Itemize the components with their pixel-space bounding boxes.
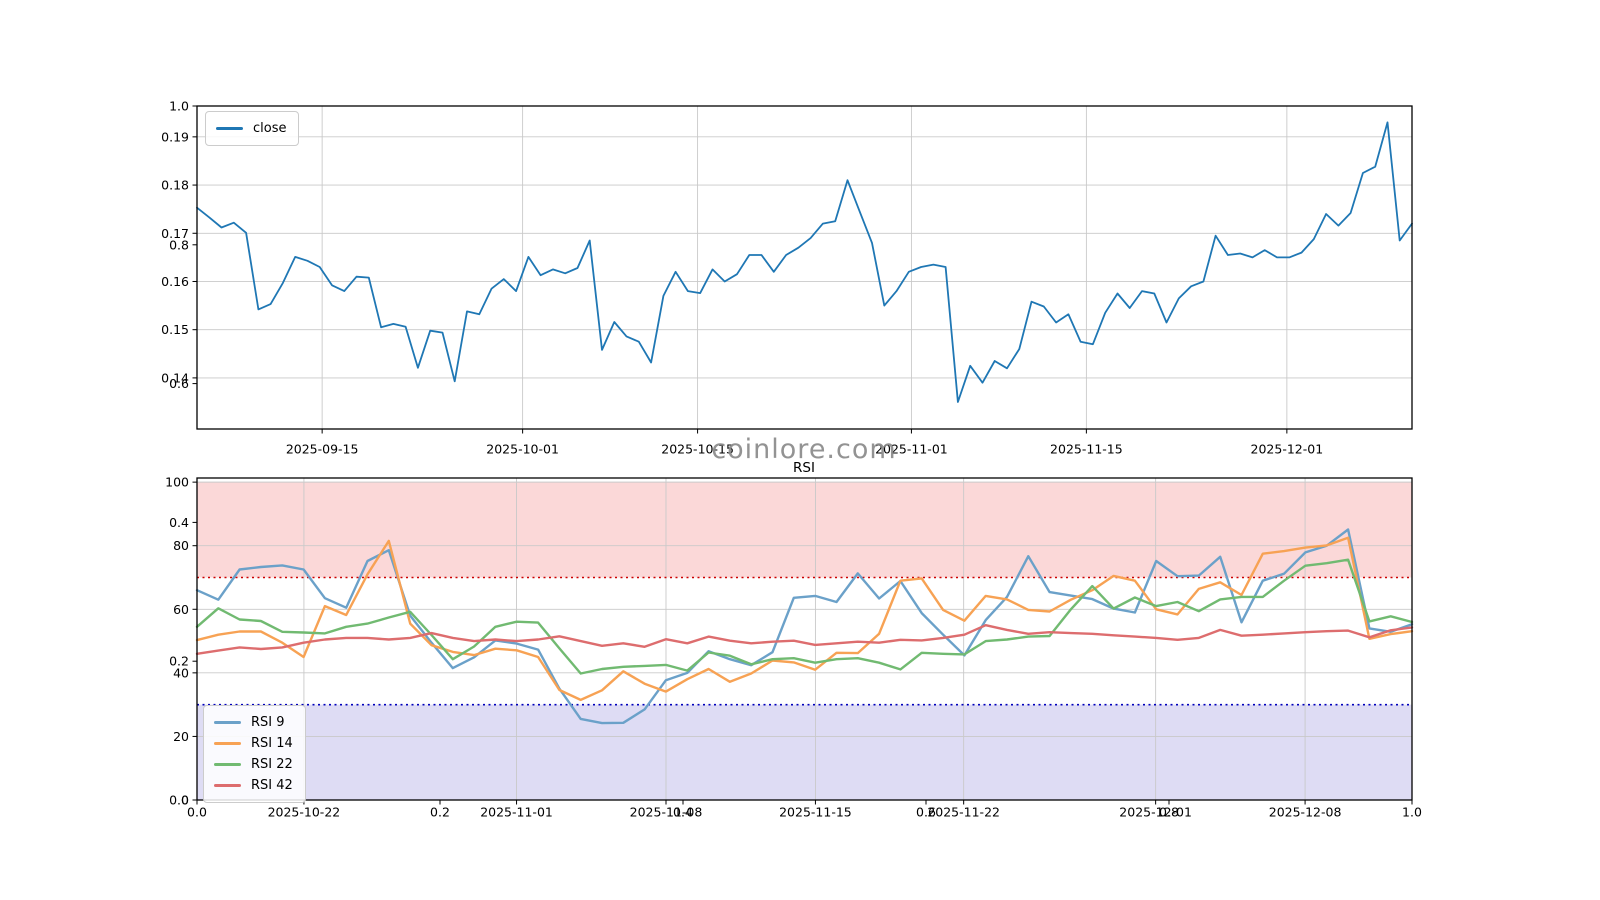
y-tick-label: 80	[173, 538, 189, 553]
x-tick-label: 2025-11-08	[630, 805, 703, 820]
x-tick-label: 2025-09-15	[286, 442, 359, 457]
overlay-y-tick-label: 0.2	[169, 654, 189, 669]
x-tick-label: 2025-10-15	[661, 442, 734, 457]
legend-label-rsi22: RSI 22	[251, 757, 293, 772]
band-oversold	[197, 704, 1412, 800]
rsi14-line-swatch	[214, 742, 241, 745]
legend-item-rsi22: RSI 22	[214, 754, 293, 775]
x-tick-label: 2025-10-01	[486, 442, 559, 457]
legend-label-rsi9: RSI 9	[251, 715, 285, 730]
x-tick-label: 2025-11-01	[875, 442, 948, 457]
y-tick-label: 20	[173, 729, 189, 744]
rsi42-line-swatch	[214, 784, 241, 787]
overlay-x-tick-label: 0.2	[430, 805, 450, 820]
band-overbought	[197, 482, 1412, 578]
y-tick-label: 100	[165, 475, 189, 490]
x-tick-label: 2025-12-01	[1251, 442, 1324, 457]
legend-item-rsi14: RSI 14	[214, 733, 293, 754]
overlay-y-tick-label: 0.0	[169, 793, 189, 808]
axes-frame	[196, 477, 1413, 801]
y-tick-label: 0.16	[161, 274, 189, 289]
rsi-legend: RSI 9 RSI 14 RSI 22 RSI 42	[203, 705, 306, 803]
x-tick-label: 2025-12-08	[1269, 805, 1342, 820]
y-tick-label: 0.17	[161, 226, 189, 241]
price-legend: close	[205, 111, 300, 146]
y-tick-label: 60	[173, 602, 189, 617]
x-tick-label: 2025-12-01	[1119, 805, 1192, 820]
legend-item-rsi42: RSI 42	[214, 775, 293, 796]
series-line-rsi-14	[195, 536, 1414, 702]
legend-label-rsi14: RSI 14	[251, 736, 293, 751]
overlay-x-tick-label: 0.0	[187, 805, 207, 820]
series-line-rsi-42	[195, 624, 1414, 655]
legend-label-close: close	[253, 121, 287, 136]
overlay-y-tick-label: 0.6	[169, 376, 189, 391]
rsi22-line-swatch	[214, 763, 241, 766]
overlay-y-tick-label: 1.0	[169, 99, 189, 114]
overlay-x-tick-label: 1.0	[1402, 805, 1422, 820]
rsi-chart-title: RSI	[793, 460, 815, 476]
y-tick-label: 0.14	[161, 370, 189, 385]
overlay-x-tick-label: 0.6	[916, 805, 936, 820]
y-tick-label: 0.15	[161, 322, 189, 337]
x-tick-label: 2025-11-01	[480, 805, 553, 820]
series-line-rsi-22	[195, 558, 1414, 675]
x-tick-label: 2025-10-22	[268, 805, 341, 820]
legend-item-close: close	[216, 118, 286, 139]
legend-label-rsi42: RSI 42	[251, 778, 293, 793]
y-tick-label: 0.18	[161, 178, 189, 193]
series-line-close	[196, 121, 1413, 403]
y-tick-label: 0	[181, 793, 189, 808]
close-line-swatch	[216, 127, 243, 130]
y-tick-label: 0.19	[161, 129, 189, 144]
overlay-y-tick-label: 0.4	[169, 515, 189, 530]
x-tick-label: 2025-11-15	[779, 805, 852, 820]
x-tick-label: 2025-11-15	[1050, 442, 1123, 457]
overlay-x-tick-label: 0.8	[1159, 805, 1179, 820]
axes-frame	[196, 105, 1413, 430]
y-tick-label: 40	[173, 665, 189, 680]
overlay-y-tick-label: 0.8	[169, 237, 189, 252]
legend-item-rsi9: RSI 9	[214, 712, 293, 733]
overlay-x-tick-label: 0.4	[673, 805, 693, 820]
x-tick-label: 2025-11-22	[927, 805, 1000, 820]
rsi9-line-swatch	[214, 721, 241, 724]
watermark: coinlore.com	[711, 434, 897, 465]
